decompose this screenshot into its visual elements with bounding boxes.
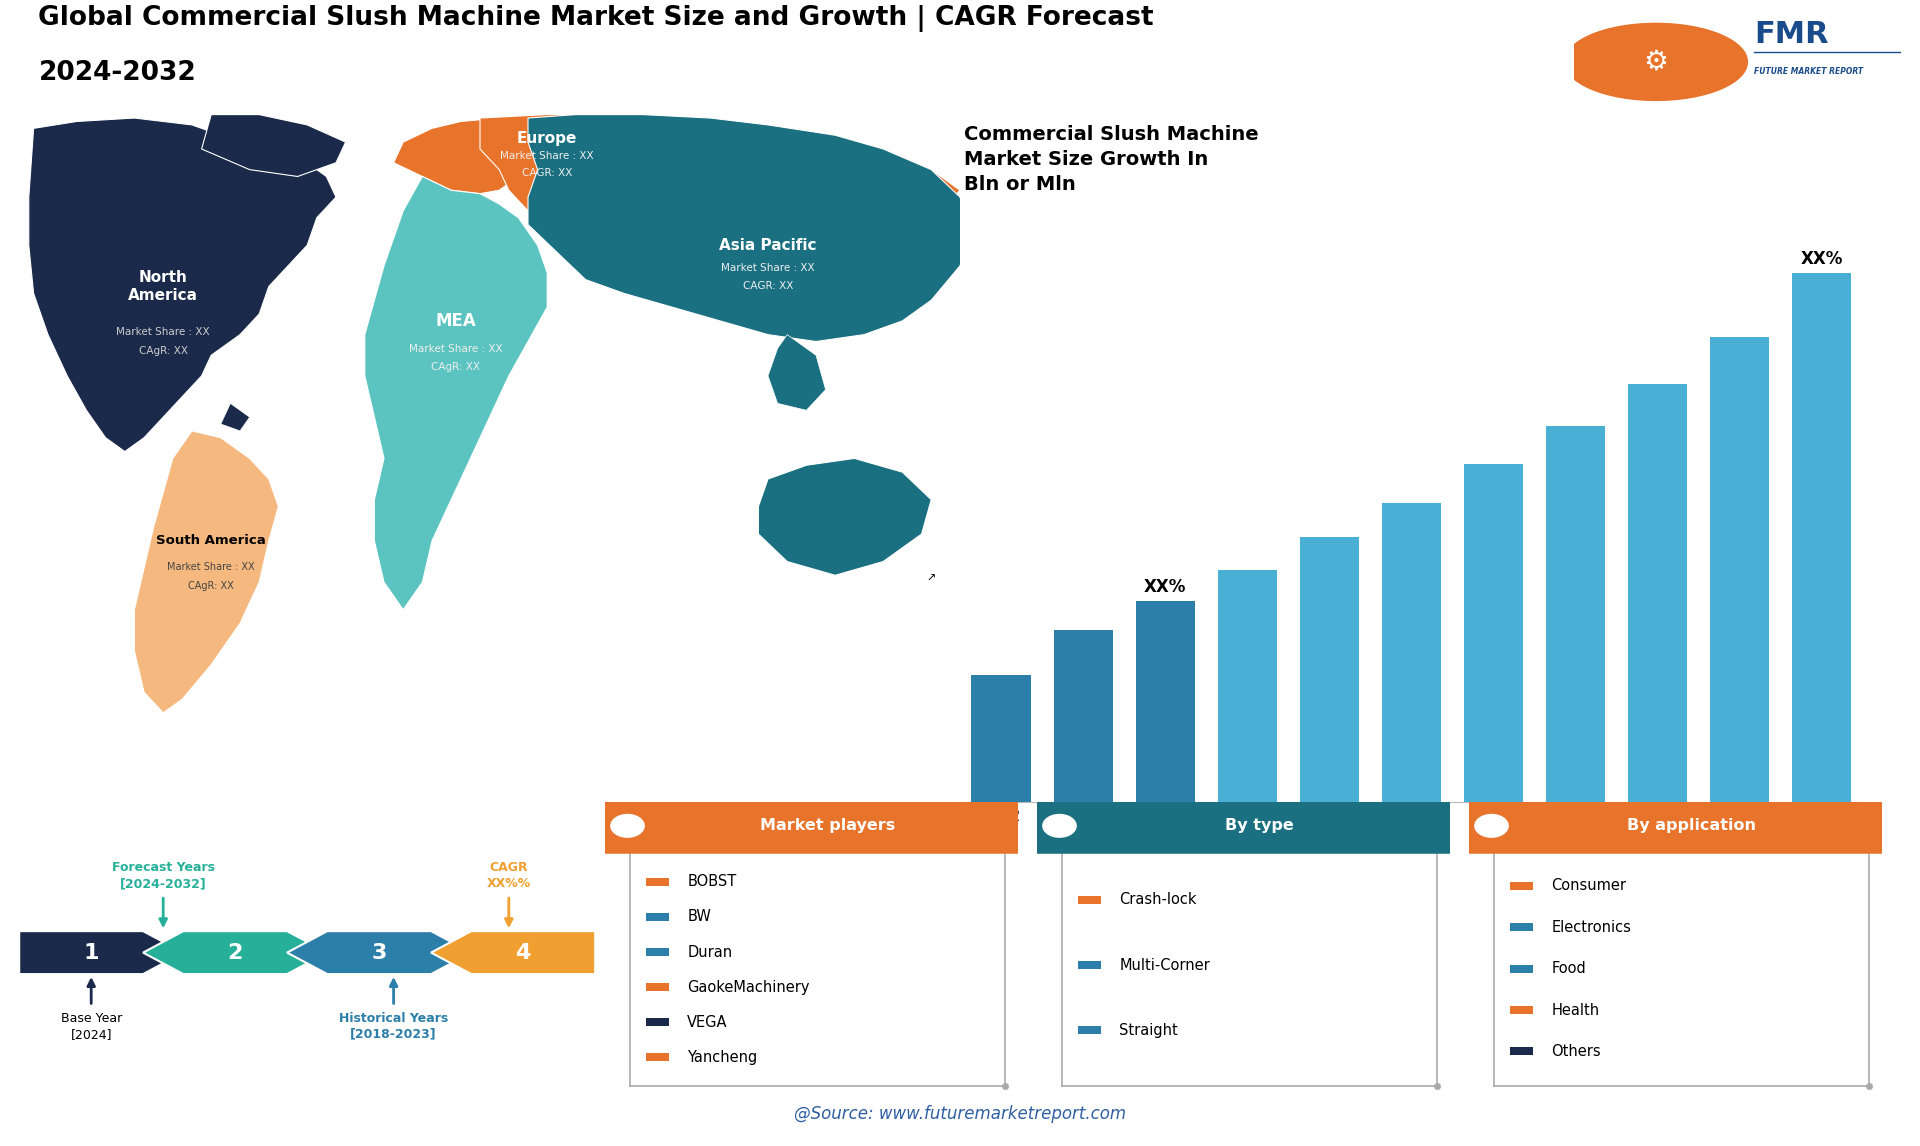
Text: MEA: MEA <box>436 312 476 330</box>
Text: Duran: Duran <box>687 944 733 959</box>
Text: CAgR: XX: CAgR: XX <box>138 346 188 356</box>
Bar <box>1217 571 1277 802</box>
Text: Market Share : XX: Market Share : XX <box>722 264 814 274</box>
Text: @Source: www.futuremarketreport.com: @Source: www.futuremarketreport.com <box>795 1106 1125 1123</box>
Text: CAgR: XX: CAgR: XX <box>188 581 234 591</box>
FancyBboxPatch shape <box>645 878 668 886</box>
Polygon shape <box>288 931 470 974</box>
Text: Food: Food <box>1551 961 1586 976</box>
Text: FMR: FMR <box>1753 19 1828 49</box>
FancyBboxPatch shape <box>645 913 668 921</box>
FancyBboxPatch shape <box>1509 965 1532 973</box>
FancyBboxPatch shape <box>1079 961 1100 970</box>
Text: 4: 4 <box>515 943 532 963</box>
Bar <box>1546 426 1605 802</box>
Text: XX%: XX% <box>1801 250 1843 268</box>
Polygon shape <box>768 335 826 410</box>
Text: Straight: Straight <box>1119 1022 1179 1037</box>
Text: Electronics: Electronics <box>1551 920 1632 935</box>
Bar <box>972 675 1031 802</box>
Text: Crash-lock: Crash-lock <box>1119 893 1196 908</box>
Text: Market Share : XX: Market Share : XX <box>409 344 503 354</box>
FancyBboxPatch shape <box>1463 798 1887 854</box>
Polygon shape <box>202 115 346 176</box>
Text: CAGR
XX%%: CAGR XX%% <box>486 861 532 890</box>
Polygon shape <box>394 118 547 194</box>
Text: 3: 3 <box>371 943 388 963</box>
Text: 2: 2 <box>227 943 244 963</box>
Circle shape <box>611 814 645 838</box>
Text: North
America: North America <box>129 270 198 303</box>
Text: Consumer: Consumer <box>1551 878 1626 893</box>
Text: Market Share : XX: Market Share : XX <box>501 151 593 162</box>
Text: Base Year
[2024]: Base Year [2024] <box>61 1012 121 1041</box>
Bar <box>1463 464 1523 802</box>
Circle shape <box>1043 814 1077 838</box>
Bar <box>1382 503 1440 802</box>
Text: BOBST: BOBST <box>687 874 737 889</box>
Polygon shape <box>29 118 336 452</box>
Text: CAGR: XX: CAGR: XX <box>522 168 572 179</box>
Text: Market Share : XX: Market Share : XX <box>117 327 209 337</box>
Polygon shape <box>134 431 278 713</box>
Text: 1: 1 <box>83 943 100 963</box>
Polygon shape <box>365 176 547 610</box>
Text: XX%: XX% <box>1144 578 1187 596</box>
Text: Commercial Slush Machine
Market Size Growth In
Bln or Mln: Commercial Slush Machine Market Size Gro… <box>964 125 1260 194</box>
Text: By type: By type <box>1225 818 1294 833</box>
Polygon shape <box>528 115 970 342</box>
FancyBboxPatch shape <box>1509 1047 1532 1055</box>
Polygon shape <box>221 403 250 431</box>
Text: GaokeMachinery: GaokeMachinery <box>687 980 810 995</box>
Bar <box>1628 384 1688 802</box>
Text: South America: South America <box>156 534 267 548</box>
FancyBboxPatch shape <box>645 1053 668 1061</box>
Text: BW: BW <box>687 910 710 925</box>
Text: ⚙: ⚙ <box>1644 48 1668 76</box>
Circle shape <box>1475 814 1509 838</box>
Text: By application: By application <box>1628 818 1757 833</box>
FancyBboxPatch shape <box>1509 881 1532 889</box>
Bar <box>1791 273 1851 802</box>
Bar <box>1711 337 1768 802</box>
FancyBboxPatch shape <box>645 1018 668 1026</box>
Text: 2024-2032: 2024-2032 <box>38 60 196 86</box>
FancyBboxPatch shape <box>599 798 1023 854</box>
Text: CAGR: XX: CAGR: XX <box>743 281 793 291</box>
FancyBboxPatch shape <box>645 948 668 956</box>
FancyBboxPatch shape <box>1079 1026 1100 1034</box>
Polygon shape <box>19 931 182 974</box>
Text: Europe: Europe <box>516 131 578 147</box>
Text: Others: Others <box>1551 1044 1601 1059</box>
FancyBboxPatch shape <box>1509 1006 1532 1014</box>
Text: Health: Health <box>1551 1003 1599 1018</box>
Bar <box>1054 630 1112 802</box>
Bar <box>1300 537 1359 802</box>
Polygon shape <box>480 115 960 218</box>
Text: Historical Years
[2018-2023]: Historical Years [2018-2023] <box>340 1012 447 1041</box>
Text: FUTURE MARKET REPORT: FUTURE MARKET REPORT <box>1753 66 1862 76</box>
Text: ↗: ↗ <box>927 574 935 584</box>
Polygon shape <box>142 931 326 974</box>
Text: Market players: Market players <box>760 818 895 833</box>
Circle shape <box>1565 23 1747 101</box>
Polygon shape <box>758 458 931 575</box>
FancyBboxPatch shape <box>645 983 668 991</box>
FancyBboxPatch shape <box>1079 896 1100 904</box>
Text: Market Share : XX: Market Share : XX <box>167 562 255 572</box>
Text: Yancheng: Yancheng <box>687 1050 758 1065</box>
FancyBboxPatch shape <box>1031 798 1455 854</box>
Text: Asia Pacific: Asia Pacific <box>720 237 816 253</box>
Text: CAgR: XX: CAgR: XX <box>432 362 480 372</box>
Polygon shape <box>430 931 595 974</box>
Text: Multi-Corner: Multi-Corner <box>1119 958 1210 973</box>
FancyBboxPatch shape <box>1509 924 1532 932</box>
Text: Forecast Years
[2024-2032]: Forecast Years [2024-2032] <box>111 861 215 890</box>
Text: VEGA: VEGA <box>687 1014 728 1029</box>
Bar <box>1135 601 1194 802</box>
Text: Global Commercial Slush Machine Market Size and Growth | CAGR Forecast: Global Commercial Slush Machine Market S… <box>38 5 1154 32</box>
